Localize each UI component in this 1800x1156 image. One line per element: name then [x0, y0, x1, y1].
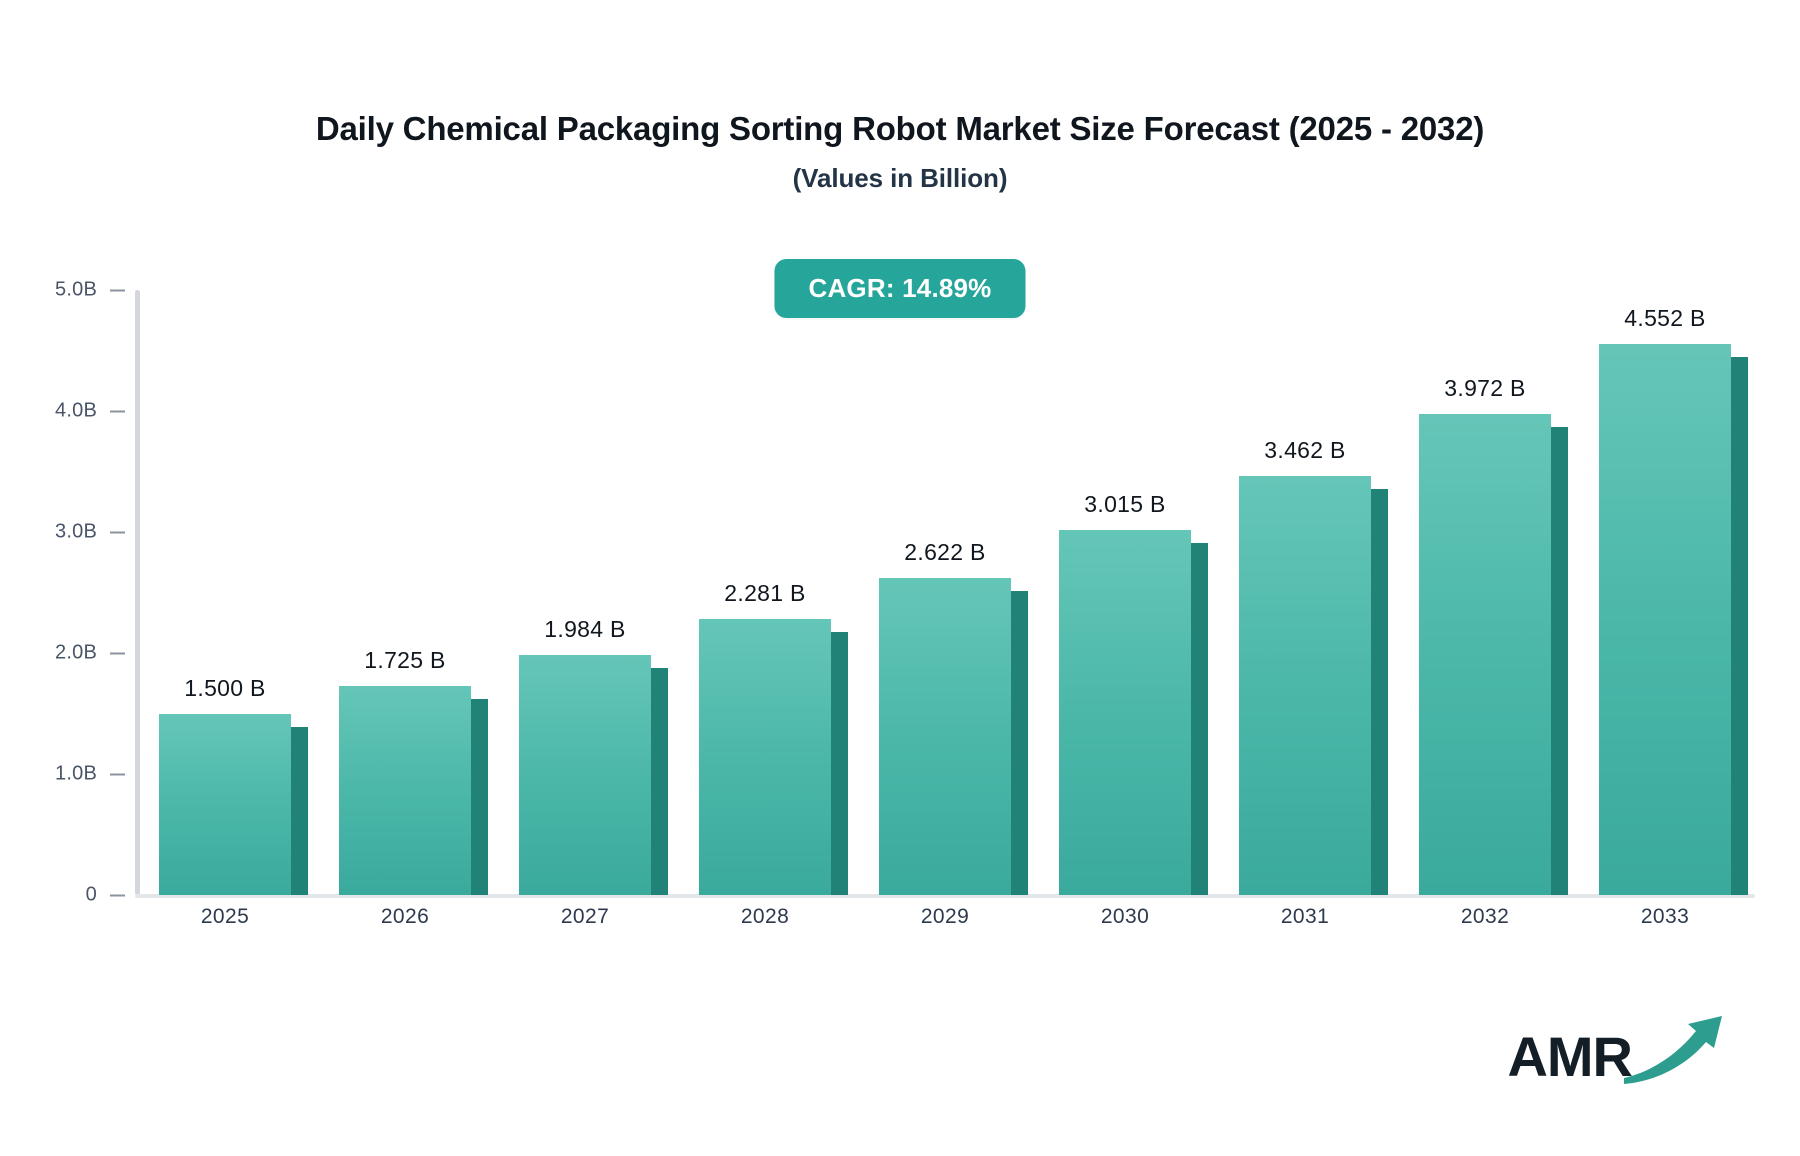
bar-value-label: 2.281 B: [724, 580, 806, 606]
y-axis-line: [135, 290, 140, 895]
status-badge: CAGR: 14.89%: [774, 259, 1026, 318]
y-axis-tick: 1.0B: [15, 763, 135, 786]
x-axis-line: [135, 894, 1755, 898]
bar[interactable]: 1.984 B: [519, 616, 668, 895]
bar-top-bevel: [1191, 530, 1208, 544]
bar-front-face: [879, 577, 1011, 895]
bar-side-face: [1011, 590, 1028, 895]
y-axis-tick-mark: [110, 289, 125, 291]
bar-side-face: [1191, 543, 1208, 895]
bar-value-label: 3.462 B: [1264, 437, 1346, 464]
bar-front-face: [699, 619, 831, 895]
y-axis-tick-label: 2.0B: [55, 641, 97, 664]
y-axis-tick: 0: [15, 884, 135, 907]
bar[interactable]: 3.972 B: [1419, 375, 1568, 895]
bar-top-bevel: [1011, 577, 1028, 591]
y-axis-tick-mark: [110, 410, 125, 412]
y-axis-tick: 4.0B: [15, 400, 135, 423]
x-axis-tick-label: 2027: [560, 905, 610, 928]
bar-top-bevel: [471, 686, 488, 700]
bar-top-bevel: [291, 713, 308, 727]
plot-area: 0 1.0B 2.0B 3.0B 4.0B 5.0B 1.500 B 1.725 B 1.98…: [55, 279, 1755, 906]
y-axis-tick-label: 3.0B: [55, 520, 97, 543]
page-subtitle: (Values in Billion): [792, 163, 1008, 194]
bar-side-face: [651, 667, 668, 895]
x-axis-tick-label: 2033: [1640, 905, 1690, 928]
growth-arrow-icon: [1618, 1012, 1738, 1095]
bar-top-bevel: [831, 619, 848, 632]
y-axis-tick-label: 4.0B: [55, 399, 97, 422]
bar-value-label: 4.552 B: [1624, 305, 1706, 332]
bar-value-label: 2.622 B: [904, 538, 986, 565]
bar[interactable]: 3.462 B: [1239, 437, 1388, 895]
bar-top-bevel: [1731, 344, 1748, 358]
bar-top-bevel: [1371, 476, 1388, 490]
bar[interactable]: 3.015 B: [1059, 491, 1208, 895]
bar[interactable]: 1.725 B: [339, 647, 488, 895]
bar[interactable]: 4.552 B: [1599, 305, 1748, 895]
x-axis-tick-label: 2031: [1280, 905, 1330, 928]
title-block: Daily Chemical Packaging Sorting Robot M…: [0, 108, 1800, 194]
bar-front-face: [1419, 414, 1551, 895]
bar-top-bevel: [1551, 414, 1568, 428]
amr-logo: AMR: [1507, 1012, 1738, 1101]
bar[interactable]: 1.500 B: [159, 675, 308, 895]
y-axis-tick-label: 1.0B: [55, 762, 97, 785]
x-axis-labels: 2025 2026 2027 2028 2029 2030 2031 2032 2033: [135, 905, 1755, 945]
bar[interactable]: 2.622 B: [879, 539, 1028, 895]
bar-value-label: 3.015 B: [1084, 491, 1166, 518]
bar-top-bevel: [651, 654, 668, 668]
logo-text: AMR: [1507, 1024, 1633, 1088]
y-axis-tick-label: 5.0B: [55, 278, 97, 301]
bar-front-face: [1239, 476, 1371, 895]
x-axis-tick-label: 2026: [380, 905, 430, 928]
bar-front-face: [519, 654, 651, 895]
bars-layer: 1.500 B 1.725 B 1.984 B 2.281 B 2.622 B 3.015…: [135, 290, 1755, 895]
x-axis-tick-label: 2032: [1460, 905, 1510, 928]
x-axis-tick-label: 2029: [920, 905, 970, 928]
bar-side-face: [471, 699, 488, 895]
bar-value-label: 1.500 B: [184, 674, 266, 701]
x-axis-tick-label: 2030: [1100, 905, 1150, 928]
x-axis-tick-label: 2025: [200, 905, 250, 928]
y-axis-tick-mark: [110, 652, 125, 654]
y-axis-tick-mark: [110, 531, 125, 533]
x-axis-tick-label: 2028: [740, 905, 790, 928]
y-axis-tick-mark: [110, 894, 125, 896]
page-title: Daily Chemical Packaging Sorting Robot M…: [315, 110, 1485, 147]
y-axis-tick: 5.0B: [15, 279, 135, 302]
y-axis-tick: 2.0B: [15, 642, 135, 665]
bar[interactable]: 2.281 B: [699, 580, 848, 895]
bar-side-face: [291, 726, 308, 895]
bar-front-face: [159, 713, 291, 895]
bar-front-face: [1059, 530, 1191, 895]
bar-side-face: [831, 632, 848, 895]
bar-side-face: [1731, 357, 1748, 895]
bar-value-label: 1.725 B: [364, 647, 446, 674]
bar-side-face: [1551, 427, 1568, 895]
bar-side-face: [1371, 489, 1388, 895]
bar-front-face: [1599, 344, 1731, 895]
y-axis-tick-label: 0: [85, 883, 97, 906]
bar-value-label: 3.972 B: [1444, 375, 1526, 402]
bar-value-label: 1.984 B: [544, 615, 626, 642]
y-axis-tick-mark: [110, 773, 125, 775]
y-axis-tick: 3.0B: [15, 521, 135, 544]
bar-front-face: [339, 686, 471, 895]
